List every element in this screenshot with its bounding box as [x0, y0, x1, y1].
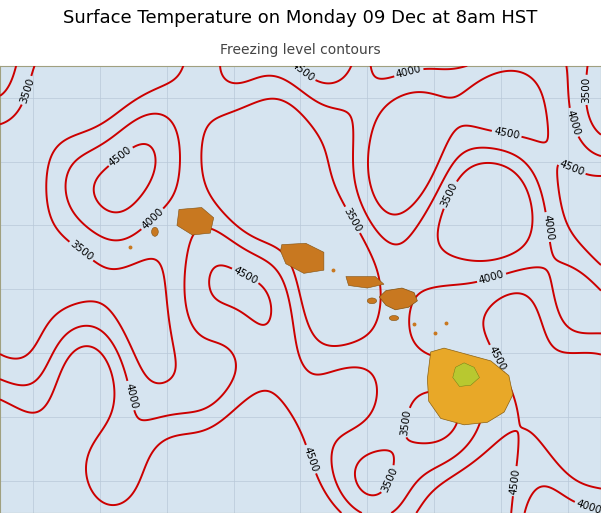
- Polygon shape: [427, 348, 513, 425]
- Text: 4500: 4500: [508, 467, 521, 495]
- Text: 3500: 3500: [439, 181, 460, 209]
- Text: 4000: 4000: [395, 64, 423, 80]
- Text: 3500: 3500: [581, 77, 591, 103]
- Text: 4000: 4000: [478, 270, 505, 286]
- Text: Freezing level contours: Freezing level contours: [220, 43, 381, 57]
- Text: Surface Temperature on Monday 09 Dec at 8am HST: Surface Temperature on Monday 09 Dec at …: [63, 9, 538, 27]
- Polygon shape: [281, 243, 324, 273]
- Text: 3500: 3500: [399, 409, 413, 436]
- Text: 4000: 4000: [564, 109, 581, 136]
- Text: 4500: 4500: [493, 126, 520, 141]
- Text: 4500: 4500: [231, 265, 260, 286]
- Text: 3500: 3500: [18, 76, 36, 105]
- Text: 4500: 4500: [302, 445, 320, 473]
- Polygon shape: [177, 208, 214, 235]
- Text: 4000: 4000: [139, 207, 165, 232]
- Polygon shape: [346, 277, 384, 288]
- Polygon shape: [453, 363, 480, 386]
- Text: 4500: 4500: [290, 60, 317, 84]
- Text: 4500: 4500: [107, 144, 134, 168]
- Text: 4000: 4000: [575, 498, 601, 513]
- Text: 4000: 4000: [541, 213, 555, 241]
- Polygon shape: [379, 288, 417, 310]
- Text: 3500: 3500: [68, 239, 95, 263]
- Text: 4000: 4000: [123, 382, 139, 409]
- Ellipse shape: [389, 315, 398, 321]
- Text: 4500: 4500: [558, 159, 586, 177]
- Text: 4500: 4500: [486, 344, 507, 372]
- Text: 3500: 3500: [380, 466, 400, 494]
- Ellipse shape: [151, 227, 158, 236]
- Ellipse shape: [367, 298, 377, 304]
- Text: 3500: 3500: [342, 206, 364, 234]
